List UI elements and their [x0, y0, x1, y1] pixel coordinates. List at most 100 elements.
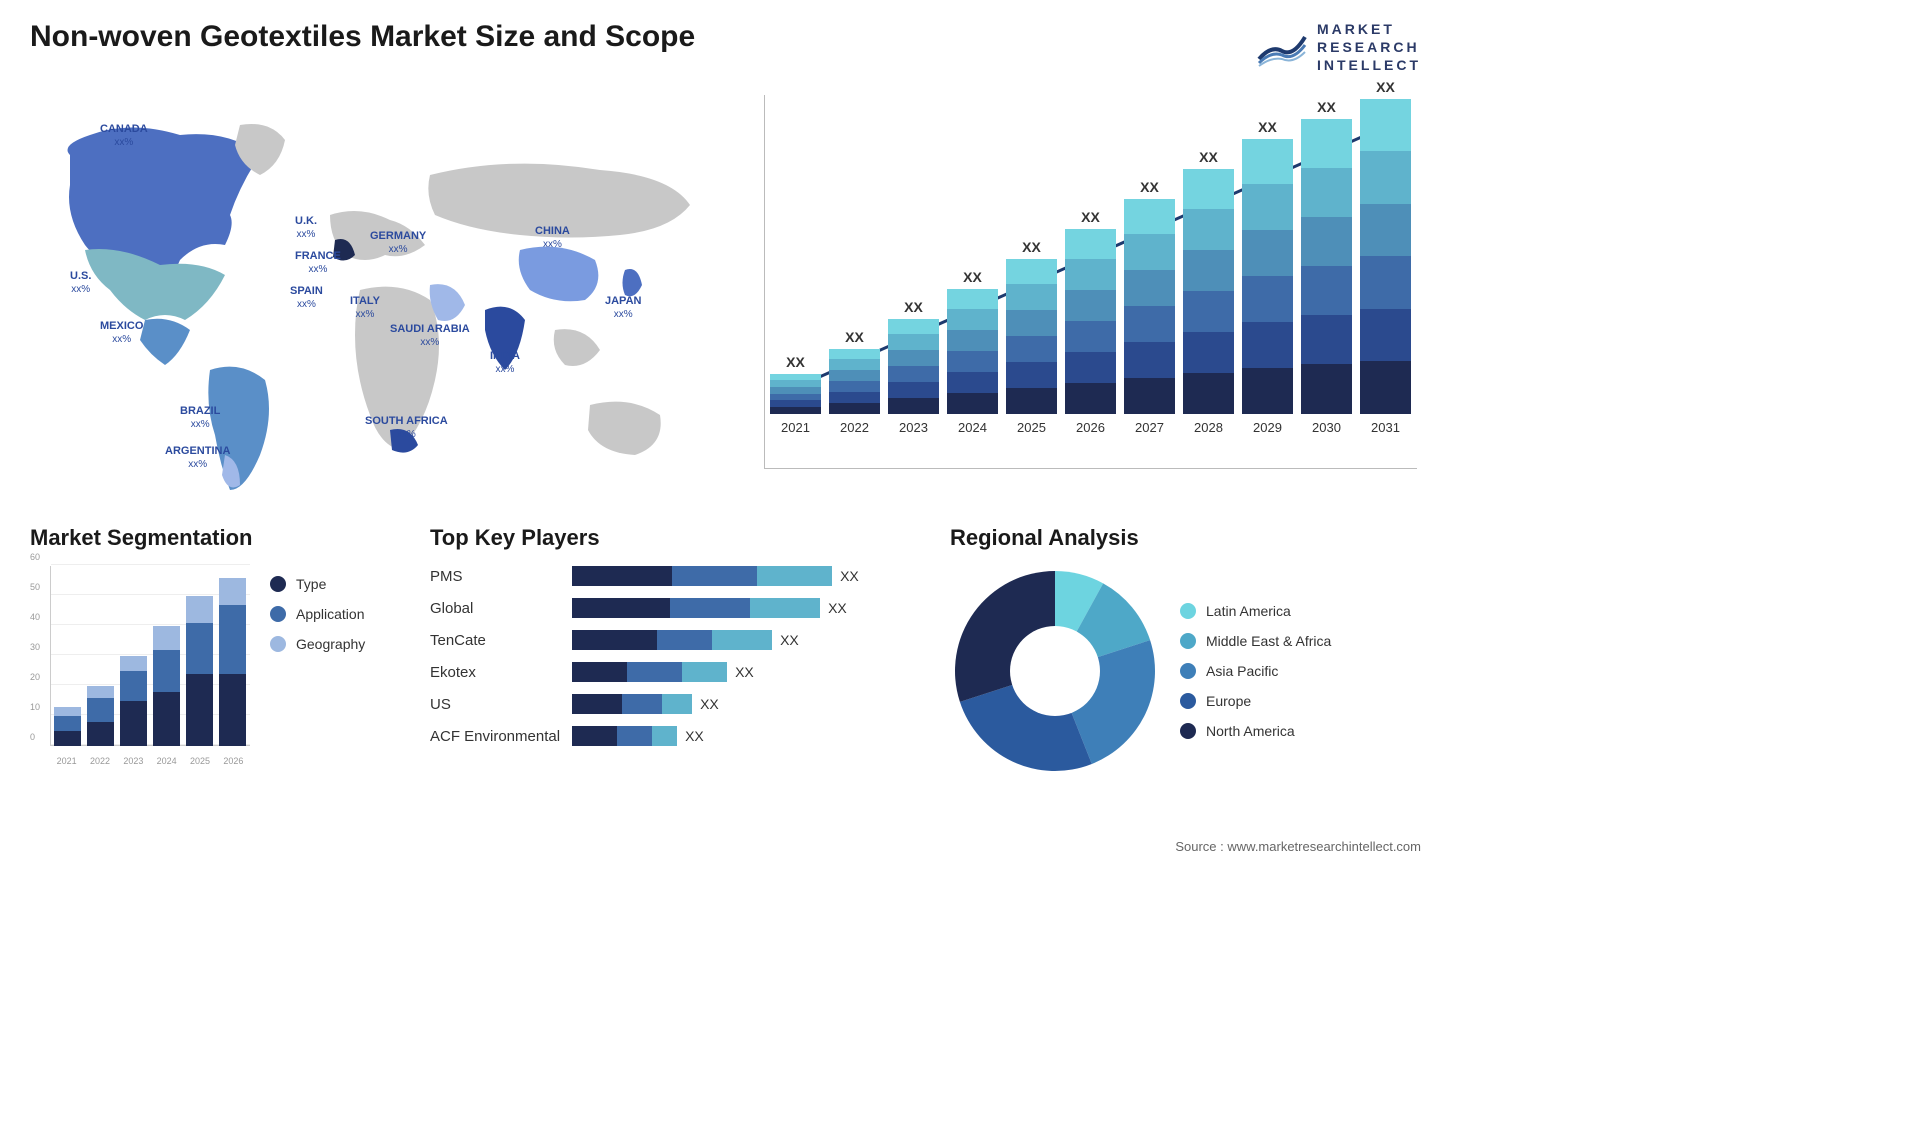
- seg-ylabel: 20: [30, 672, 40, 682]
- logo-line2: RESEARCH: [1317, 38, 1421, 56]
- player-name: ACF Environmental: [430, 728, 560, 748]
- growth-value-label: XX: [1199, 149, 1218, 165]
- player-name: US: [430, 696, 560, 716]
- growth-year-label: 2027: [1135, 420, 1164, 435]
- growth-bar: XX 2027: [1124, 179, 1175, 435]
- seg-bar: [120, 656, 147, 746]
- map-label: FRANCExx%: [295, 250, 341, 276]
- map-label: INDIAxx%: [490, 350, 520, 376]
- seg-ylabel: 50: [30, 582, 40, 592]
- growth-value-label: XX: [1258, 119, 1277, 135]
- map-label: U.S.xx%: [70, 270, 91, 296]
- map-label: SOUTH AFRICAxx%: [365, 415, 448, 441]
- seg-xlabel: 2025: [190, 756, 210, 766]
- player-row: XX: [572, 566, 930, 586]
- growth-value-label: XX: [845, 329, 864, 345]
- growth-year-label: 2024: [958, 420, 987, 435]
- seg-ylabel: 60: [30, 552, 40, 562]
- player-row: XX: [572, 662, 930, 682]
- logo-icon: [1257, 27, 1307, 67]
- legend-item: Type: [270, 576, 365, 592]
- player-name: PMS: [430, 568, 560, 588]
- regional-chart: Latin America Middle East & Africa Asia Pa…: [950, 566, 1421, 776]
- player-value: XX: [828, 600, 847, 616]
- segmentation-chart: 0102030405060 202120222023202420252026 T…: [30, 566, 410, 766]
- players-chart: PMSGlobalTenCateEkotexUSACF Environmenta…: [430, 566, 930, 748]
- seg-bar: [153, 626, 180, 746]
- growth-value-label: XX: [1317, 99, 1336, 115]
- legend-item: Asia Pacific: [1180, 663, 1331, 679]
- growth-value-label: XX: [904, 299, 923, 315]
- legend-item: Europe: [1180, 693, 1331, 709]
- logo: MARKET RESEARCH INTELLECT: [1257, 20, 1421, 75]
- legend-item: Latin America: [1180, 603, 1331, 619]
- growth-value-label: XX: [1376, 79, 1395, 95]
- player-row: XX: [572, 726, 930, 746]
- growth-year-label: 2023: [899, 420, 928, 435]
- map-label: CHINAxx%: [535, 225, 570, 251]
- growth-value-label: XX: [1081, 209, 1100, 225]
- legend-item: Geography: [270, 636, 365, 652]
- seg-bar: [87, 686, 114, 746]
- legend-item: North America: [1180, 723, 1331, 739]
- growth-bar: XX 2026: [1065, 209, 1116, 435]
- player-value: XX: [685, 728, 704, 744]
- map-label: SPAINxx%: [290, 285, 323, 311]
- growth-year-label: 2029: [1253, 420, 1282, 435]
- growth-bar: XX2030: [1301, 99, 1352, 435]
- growth-value-label: XX: [963, 269, 982, 285]
- legend-item: Application: [270, 606, 365, 622]
- growth-year-label: 2021: [781, 420, 810, 435]
- source-text: Source : www.marketresearchintellect.com: [1175, 839, 1421, 854]
- player-value: XX: [780, 632, 799, 648]
- seg-bar: [54, 707, 81, 746]
- growth-bar: XX 2023: [888, 299, 939, 435]
- growth-chart: XX2021XX2022XX2023XX2024XX2025XX2026XX20…: [760, 95, 1421, 495]
- growth-bar: XX 2025: [1006, 239, 1057, 435]
- seg-ylabel: 10: [30, 702, 40, 712]
- growth-year-label: 2031: [1371, 420, 1400, 435]
- growth-bar: XX 2031: [1360, 79, 1411, 435]
- player-value: XX: [735, 664, 754, 680]
- growth-bar: XX2028: [1183, 149, 1234, 435]
- map-label: MEXICOxx%: [100, 320, 143, 346]
- growth-bar: XX 2024: [947, 269, 998, 435]
- player-row: XX: [572, 598, 930, 618]
- growth-value-label: XX: [1022, 239, 1041, 255]
- player-row: XX: [572, 694, 930, 714]
- seg-xlabel: 2023: [123, 756, 143, 766]
- regional-title: Regional Analysis: [950, 525, 1421, 551]
- legend-item: Middle East & Africa: [1180, 633, 1331, 649]
- map-label: ARGENTINAxx%: [165, 445, 230, 471]
- growth-value-label: XX: [1140, 179, 1159, 195]
- player-name: Global: [430, 600, 560, 620]
- growth-bar: XX 2021: [770, 354, 821, 435]
- logo-line3: INTELLECT: [1317, 56, 1421, 74]
- map-label: JAPANxx%: [605, 295, 641, 321]
- page-title: Non-woven Geotextiles Market Size and Sc…: [30, 20, 695, 54]
- seg-ylabel: 40: [30, 612, 40, 622]
- growth-year-label: 2025: [1017, 420, 1046, 435]
- seg-xlabel: 2026: [223, 756, 243, 766]
- map-label: U.K.xx%: [295, 215, 317, 241]
- seg-xlabel: 2021: [57, 756, 77, 766]
- players-title: Top Key Players: [430, 525, 930, 551]
- seg-ylabel: 30: [30, 642, 40, 652]
- map-label: SAUDI ARABIAxx%: [390, 323, 470, 349]
- player-name: TenCate: [430, 632, 560, 652]
- player-row: XX: [572, 630, 930, 650]
- world-map: CANADAxx%U.S.xx%MEXICOxx%BRAZILxx%ARGENT…: [30, 95, 730, 495]
- seg-bar: [186, 596, 213, 746]
- growth-year-label: 2022: [840, 420, 869, 435]
- map-label: CANADAxx%: [100, 123, 148, 149]
- seg-ylabel: 0: [30, 732, 35, 742]
- seg-bar: [219, 578, 246, 746]
- map-label: GERMANYxx%: [370, 230, 426, 256]
- segmentation-title: Market Segmentation: [30, 525, 410, 551]
- growth-year-label: 2026: [1076, 420, 1105, 435]
- logo-line1: MARKET: [1317, 20, 1421, 38]
- seg-xlabel: 2022: [90, 756, 110, 766]
- growth-value-label: XX: [786, 354, 805, 370]
- growth-bar: XX 2022: [829, 329, 880, 435]
- seg-xlabel: 2024: [157, 756, 177, 766]
